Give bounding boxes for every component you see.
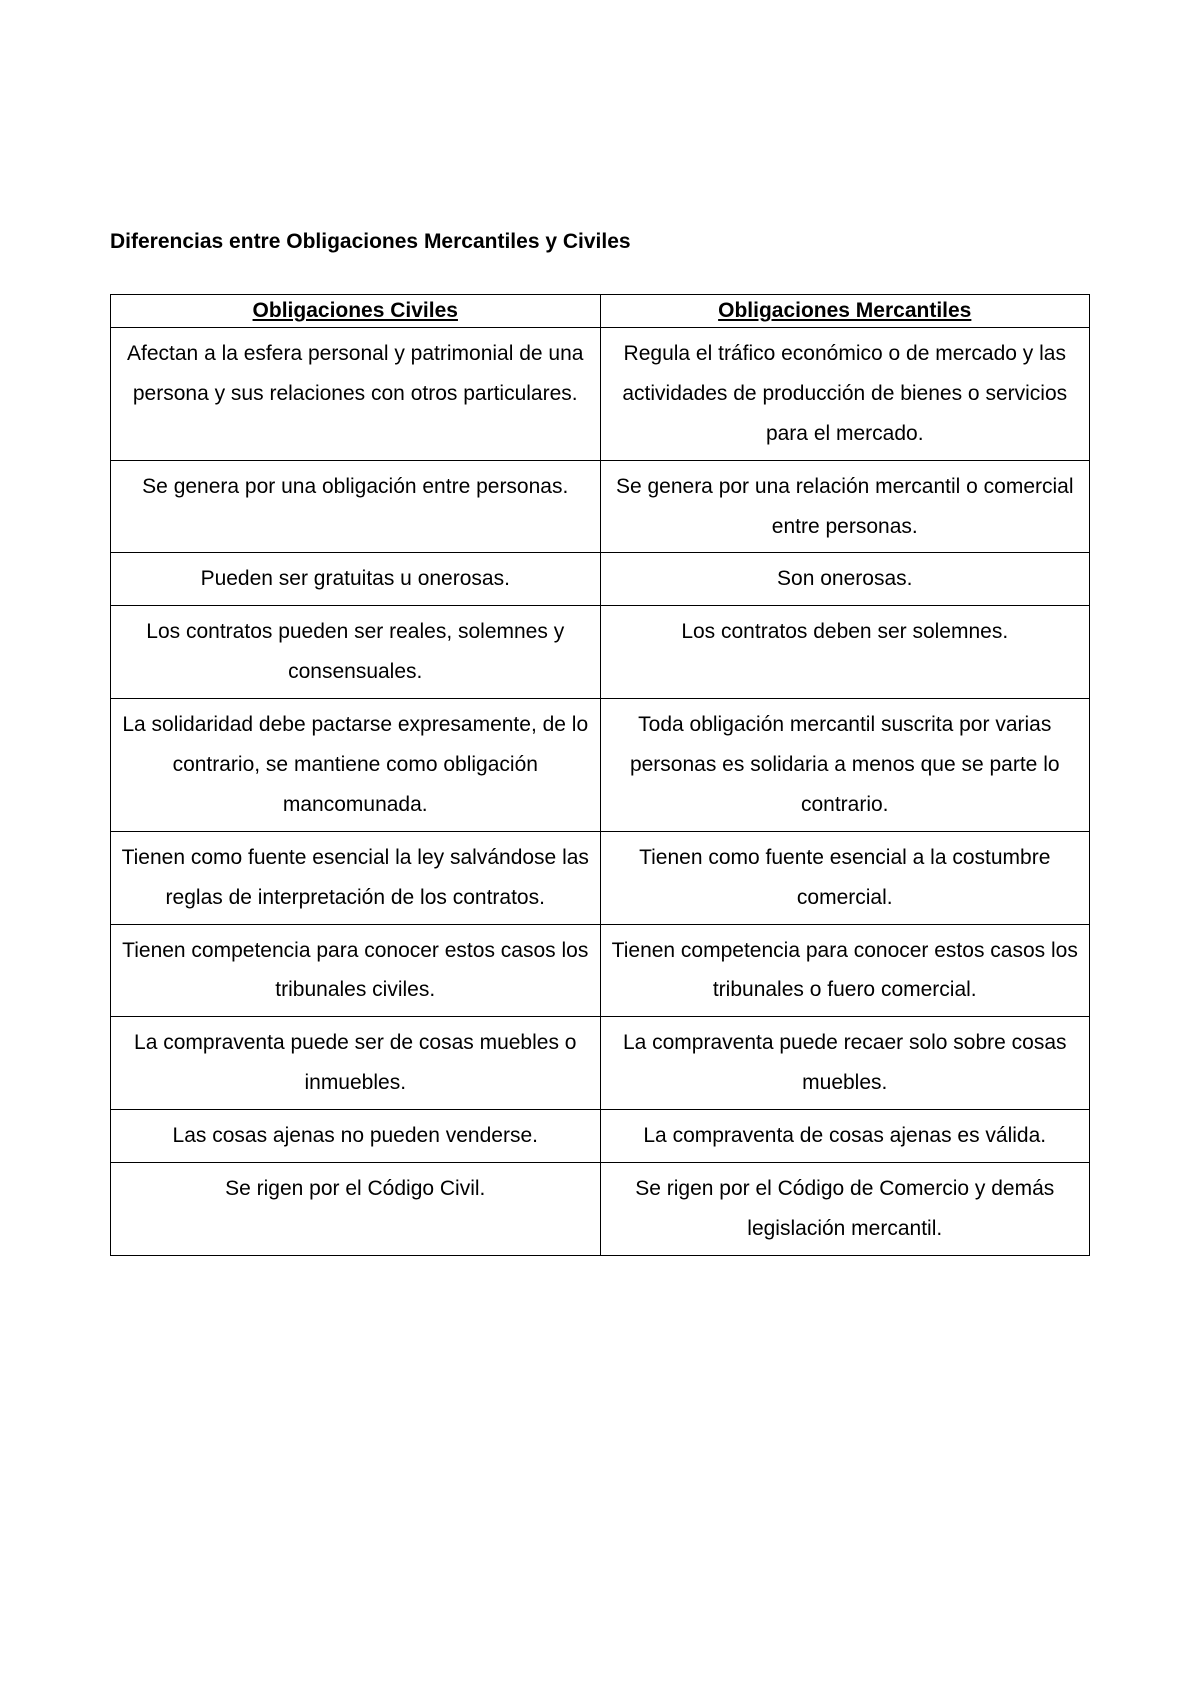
cell-mercantil: Son onerosas. bbox=[600, 553, 1090, 606]
cell-civil: Afectan a la esfera personal y patrimoni… bbox=[111, 328, 601, 461]
cell-mercantil: Se genera por una relación mercantil o c… bbox=[600, 460, 1090, 553]
table-row: Se genera por una obligación entre perso… bbox=[111, 460, 1090, 553]
cell-civil: Las cosas ajenas no pueden venderse. bbox=[111, 1110, 601, 1163]
cell-civil: Pueden ser gratuitas u onerosas. bbox=[111, 553, 601, 606]
cell-civil: Tienen competencia para conocer estos ca… bbox=[111, 924, 601, 1017]
cell-mercantil: Toda obligación mercantil suscrita por v… bbox=[600, 699, 1090, 832]
cell-civil: Se genera por una obligación entre perso… bbox=[111, 460, 601, 553]
cell-mercantil: La compraventa de cosas ajenas es válida… bbox=[600, 1110, 1090, 1163]
cell-civil: La compraventa puede ser de cosas mueble… bbox=[111, 1017, 601, 1110]
page-title: Diferencias entre Obligaciones Mercantil… bbox=[110, 230, 1090, 254]
cell-civil: Los contratos pueden ser reales, solemne… bbox=[111, 606, 601, 699]
column-header-mercantiles: Obligaciones Mercantiles bbox=[600, 295, 1090, 328]
cell-mercantil: La compraventa puede recaer solo sobre c… bbox=[600, 1017, 1090, 1110]
cell-mercantil: Los contratos deben ser solemnes. bbox=[600, 606, 1090, 699]
table-row: La solidaridad debe pactarse expresament… bbox=[111, 699, 1090, 832]
table-header: Obligaciones Civiles Obligaciones Mercan… bbox=[111, 295, 1090, 328]
table-row: Las cosas ajenas no pueden venderse. La … bbox=[111, 1110, 1090, 1163]
cell-mercantil: Tienen como fuente esencial a la costumb… bbox=[600, 831, 1090, 924]
table-row: Tienen como fuente esencial la ley salvá… bbox=[111, 831, 1090, 924]
cell-civil: La solidaridad debe pactarse expresament… bbox=[111, 699, 601, 832]
table-row: Pueden ser gratuitas u onerosas. Son one… bbox=[111, 553, 1090, 606]
cell-mercantil: Se rigen por el Código de Comercio y dem… bbox=[600, 1163, 1090, 1256]
table-row: La compraventa puede ser de cosas mueble… bbox=[111, 1017, 1090, 1110]
table-row: Afectan a la esfera personal y patrimoni… bbox=[111, 328, 1090, 461]
column-header-civiles: Obligaciones Civiles bbox=[111, 295, 601, 328]
cell-civil: Tienen como fuente esencial la ley salvá… bbox=[111, 831, 601, 924]
cell-mercantil: Tienen competencia para conocer estos ca… bbox=[600, 924, 1090, 1017]
comparison-table: Obligaciones Civiles Obligaciones Mercan… bbox=[110, 294, 1090, 1256]
table-row: Los contratos pueden ser reales, solemne… bbox=[111, 606, 1090, 699]
table-row: Se rigen por el Código Civil. Se rigen p… bbox=[111, 1163, 1090, 1256]
cell-civil: Se rigen por el Código Civil. bbox=[111, 1163, 601, 1256]
cell-mercantil: Regula el tráfico económico o de mercado… bbox=[600, 328, 1090, 461]
table-header-row: Obligaciones Civiles Obligaciones Mercan… bbox=[111, 295, 1090, 328]
table-body: Afectan a la esfera personal y patrimoni… bbox=[111, 328, 1090, 1256]
table-row: Tienen competencia para conocer estos ca… bbox=[111, 924, 1090, 1017]
